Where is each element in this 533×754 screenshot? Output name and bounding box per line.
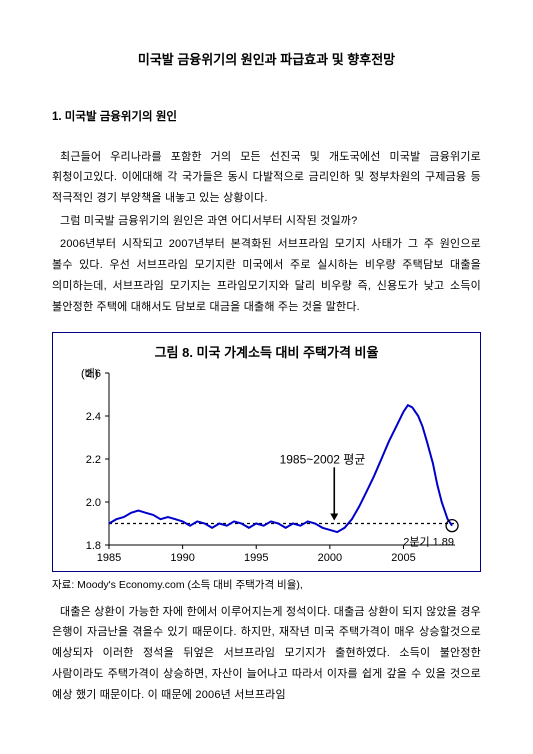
- paragraph-1: 최근들어 우리나라를 포함한 거의 모든 선진국 및 개도국에선 미국발 금융위…: [52, 147, 481, 210]
- svg-text:1985~2002 평균: 1985~2002 평균: [280, 453, 366, 467]
- svg-text:2005: 2005: [391, 552, 415, 564]
- paragraph-4: 대출은 상환이 가능한 자에 한에서 이루어지는게 정석이다. 대출금 상환이 …: [52, 602, 481, 706]
- chart-svg: (배)1.82.02.22.42.61985199019952000200519…: [67, 367, 467, 567]
- paragraph-3: 2006년부터 시작되고 2007년부터 본격화된 서브프라임 모기지 사태가 …: [52, 234, 481, 318]
- document-title: 미국발 금융위기의 원인과 파급효과 및 향후전망: [52, 48, 481, 73]
- paragraph-2: 그럼 미국발 금융위기의 원인은 과연 어디서부터 시작된 것일까?: [52, 211, 481, 232]
- svg-text:2.0: 2.0: [86, 497, 101, 509]
- chart-container: 그림 8. 미국 가계소득 대비 주택가격 비율 (배)1.82.02.22.4…: [52, 332, 481, 596]
- chart-box: 그림 8. 미국 가계소득 대비 주택가격 비율 (배)1.82.02.22.4…: [52, 332, 481, 572]
- svg-text:2000: 2000: [318, 552, 342, 564]
- svg-text:1990: 1990: [170, 552, 194, 564]
- svg-text:2.6: 2.6: [86, 368, 101, 380]
- section-1-heading: 1. 미국발 금융위기의 원인: [52, 107, 481, 129]
- svg-text:2.4: 2.4: [86, 411, 101, 423]
- svg-text:1995: 1995: [244, 552, 268, 564]
- svg-text:2분기 1.89: 2분기 1.89: [403, 536, 454, 549]
- chart-title: 그림 8. 미국 가계소득 대비 주택가격 비율: [67, 341, 466, 366]
- svg-text:1.8: 1.8: [86, 540, 101, 552]
- svg-text:1985: 1985: [97, 552, 121, 564]
- svg-text:2.2: 2.2: [86, 454, 101, 466]
- chart-source: 자료: Moody's Economy.com (소득 대비 주택가격 비율),: [52, 576, 481, 596]
